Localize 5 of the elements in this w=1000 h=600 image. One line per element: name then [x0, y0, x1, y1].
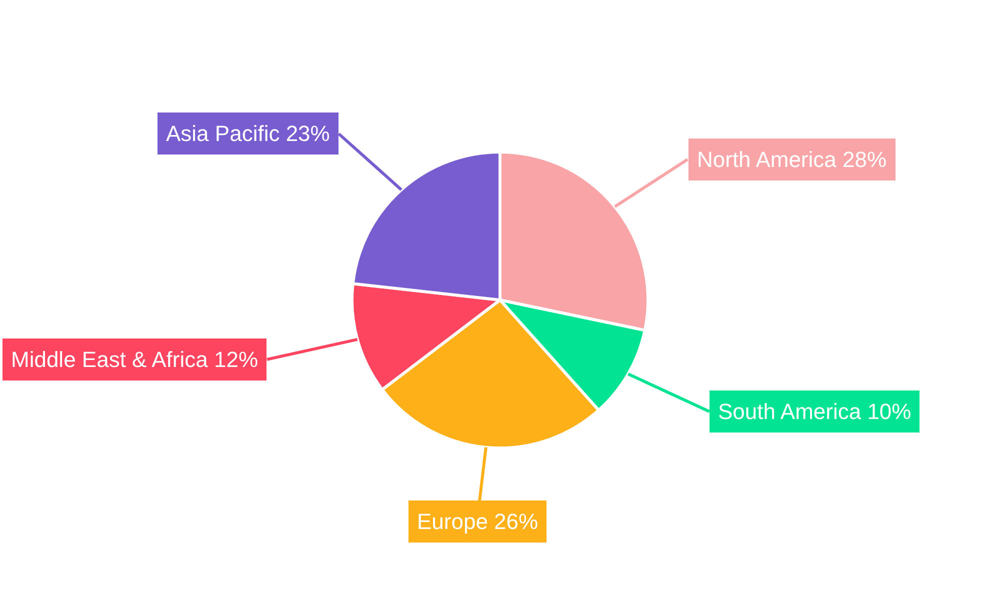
slice-label: Middle East & Africa 12% — [11, 347, 258, 372]
slice-label: Asia Pacific 23% — [166, 121, 330, 146]
slice-label: South America 10% — [718, 399, 912, 424]
slice-label: Europe 26% — [417, 509, 538, 534]
slice-label: North America 28% — [697, 147, 887, 172]
